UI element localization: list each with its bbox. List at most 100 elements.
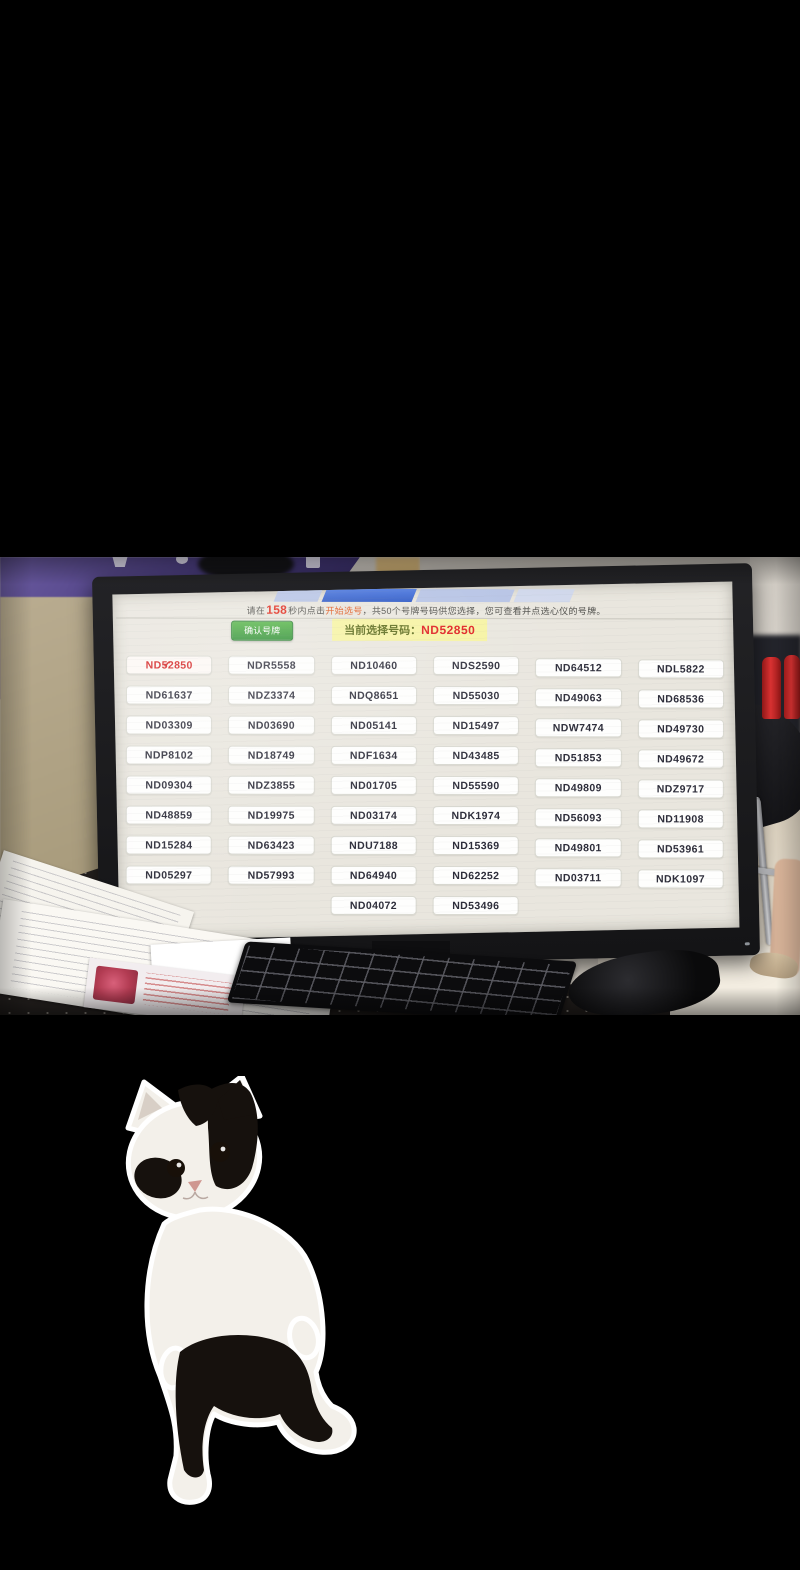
plate-number-label: ND03690 [247,719,296,732]
plate-option-ND53496[interactable]: ND53496 [432,896,519,916]
plate-option-ND03690[interactable]: ND03690 [228,715,315,735]
plate-option-NDK1097[interactable]: NDK1097 [637,869,724,889]
plate-option-ND64940[interactable]: ND64940 [330,865,417,885]
plate-option-ND03309[interactable]: ND03309 [125,715,213,735]
start-selection-link[interactable]: 开始选号 [325,605,363,616]
plate-number-label: ND57993 [247,869,295,882]
cat-eye-glint [220,1146,226,1152]
instruction-text: 秒内点击 [288,605,326,616]
plate-option-ND63423[interactable]: ND63423 [228,835,315,855]
plate-option-NDZ9717[interactable]: NDZ9717 [637,779,724,799]
plate-number-label: ND03309 [145,719,193,732]
plate-selection-ui: 请在158秒内点击开始选号，共50个号牌号码供您选择，您可查看并点选心仪的号牌。… [116,587,737,934]
countdown-instruction: 请在158秒内点击开始选号，共50个号牌号码供您选择，您可查看并点选心仪的号牌。 [116,602,736,617]
plate-option-NDZ3855[interactable]: NDZ3855 [228,775,315,795]
card-photo [92,965,139,1005]
instruction-text: 请在 [246,605,266,616]
plate-number-label: ND03174 [350,809,398,822]
plate-option-NDF1634[interactable]: NDF1634 [330,745,417,765]
plate-option-ND51853[interactable]: ND51853 [535,748,622,768]
plate-option-NDU7188[interactable]: NDU7188 [330,835,417,855]
plate-option-ND05141[interactable]: ND05141 [330,715,417,735]
plate-option-NDR5558[interactable]: NDR5558 [228,655,315,675]
dell-monitor: 请在158秒内点击开始选号，共50个号牌号码供您选择，您可查看并点选心仪的号牌。… [91,563,761,969]
confirm-plate-button[interactable]: 确认号牌 [231,620,294,641]
plate-option-ND18749[interactable]: ND18749 [228,745,315,765]
plate-number-label: ND52850 [145,659,193,672]
plate-option-NDK1974[interactable]: NDK1974 [432,806,520,826]
plate-number-label: ND64512 [554,661,603,674]
plate-number-label: ND48859 [145,809,193,822]
office-photo: 请在158秒内点击开始选号，共50个号牌号码供您选择，您可查看并点选心仪的号牌。… [0,557,800,1015]
plate-number-label: ND01705 [350,779,398,792]
plate-number-label: NDW7474 [552,721,605,734]
cat-head-patch-top [178,1084,218,1126]
plate-option-ND57993[interactable]: ND57993 [228,865,315,885]
plate-option-ND11908[interactable]: ND11908 [637,809,724,829]
plate-number-label: NDR5558 [247,659,297,672]
plate-option-ND03711[interactable]: ND03711 [535,868,622,888]
cat-ear-left-inner [138,1092,162,1120]
plate-option-ND49063[interactable]: ND49063 [535,688,622,708]
plate-option-ND05297[interactable]: ND05297 [125,865,213,885]
plate-option-ND49672[interactable]: ND49672 [637,749,724,769]
wall-logo-fragment [306,557,320,568]
plate-option-ND43485[interactable]: ND43485 [432,746,520,766]
cat-mouth [182,1191,209,1200]
plate-option-ND49809[interactable]: ND49809 [535,778,622,798]
plate-number-label: NDZ3855 [247,779,296,792]
plate-number-label: ND10460 [350,659,398,672]
plate-option-ND01705[interactable]: ND01705 [330,775,417,795]
step-segment [273,588,323,602]
plate-option-ND15369[interactable]: ND15369 [432,836,520,856]
current-selection-box: 当前选择号码： ND52850 [332,618,488,642]
plate-number-label: ND15369 [452,839,500,852]
fire-extinguisher [762,657,781,719]
plate-option-ND49730[interactable]: ND49730 [637,719,724,739]
plate-option-NDZ3374[interactable]: NDZ3374 [228,685,315,705]
card-text-lines [142,972,232,1015]
plate-option-ND09304[interactable]: ND09304 [125,775,213,795]
plate-number-label: NDQ8651 [349,689,399,702]
plate-number-label: ND64940 [349,869,398,882]
plate-number-label: ND49809 [554,781,602,794]
plate-option-NDP8102[interactable]: NDP8102 [125,745,213,765]
plate-option-ND64512[interactable]: ND64512 [535,658,622,678]
plate-option-ND56093[interactable]: ND56093 [535,808,622,828]
plate-option-ND48859[interactable]: ND48859 [125,805,213,825]
current-selection-label: 当前选择号码： [344,624,422,637]
plate-number-label: ND53961 [656,842,705,855]
cat-eye-left [167,1159,185,1177]
plate-option-ND03174[interactable]: ND03174 [330,805,417,825]
plate-option-ND62252[interactable]: ND62252 [432,866,520,886]
plate-option-ND49801[interactable]: ND49801 [535,838,622,858]
plate-option-NDW7474[interactable]: NDW7474 [535,718,622,738]
cat-ear-right-fill [218,1080,256,1120]
plate-option-ND52850[interactable]: ✔ ND52850 [126,655,213,675]
tuxedo-cat-cutout [125,1076,357,1505]
plate-option-ND19975[interactable]: ND19975 [228,805,315,825]
cat-front-paw-right [287,1315,321,1361]
plate-number-label: ND61637 [145,689,193,702]
plate-number-label: ND05297 [145,869,193,882]
plate-number-label: ND56093 [554,811,602,824]
plate-option-NDL5822[interactable]: NDL5822 [637,659,725,679]
plate-option-ND10460[interactable]: ND10460 [330,655,418,675]
plate-option-ND15497[interactable]: ND15497 [432,716,520,736]
plate-option-ND68536[interactable]: ND68536 [637,689,725,709]
plate-number-label: ND53496 [452,899,500,912]
plate-option-ND55590[interactable]: ND55590 [432,776,520,796]
plate-option-NDQ8651[interactable]: NDQ8651 [330,685,418,705]
plate-option-ND55030[interactable]: ND55030 [432,686,520,706]
plate-number-label: NDS2590 [452,659,501,672]
plate-option-ND61637[interactable]: ND61637 [125,685,213,705]
plate-option-ND04072[interactable]: ND04072 [330,895,417,915]
current-selection-value: ND52850 [421,622,476,638]
plate-number-label: ND68536 [657,692,705,705]
wall-logo-fragment [176,557,188,564]
plate-option-ND15284[interactable]: ND15284 [125,835,213,855]
plate-option-NDS2590[interactable]: NDS2590 [433,656,520,676]
plate-option-ND53961[interactable]: ND53961 [637,839,724,859]
cat-eye-glint [176,1162,182,1168]
